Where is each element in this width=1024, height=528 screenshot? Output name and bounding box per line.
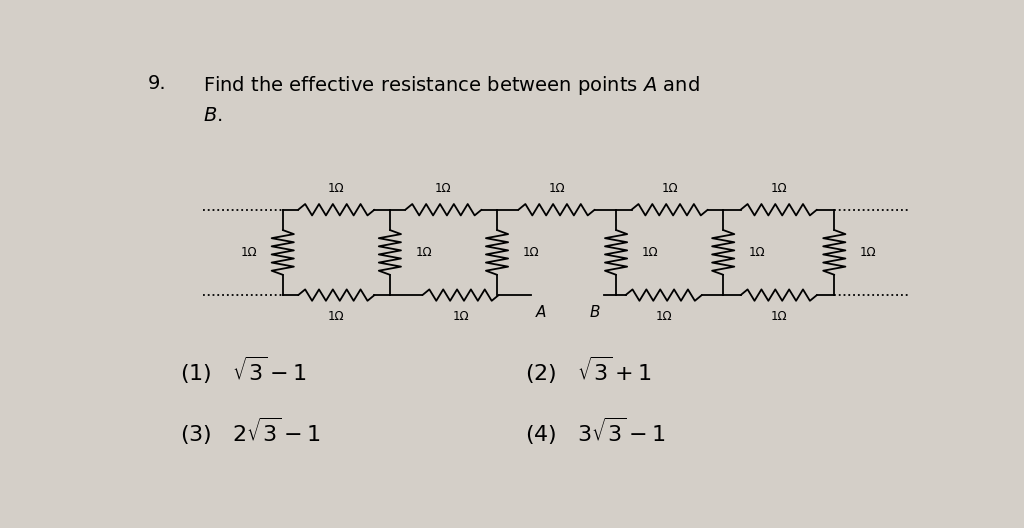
Text: (3)   $2\sqrt{3}-1$: (3) $2\sqrt{3}-1$ <box>179 416 321 447</box>
Text: 1Ω: 1Ω <box>641 246 658 259</box>
Text: 1Ω: 1Ω <box>548 182 565 195</box>
Text: (1)   $\sqrt{3}-1$: (1) $\sqrt{3}-1$ <box>179 355 306 386</box>
Text: 1Ω: 1Ω <box>435 182 452 195</box>
Text: A: A <box>536 305 546 320</box>
Text: B: B <box>590 305 600 320</box>
Text: 1Ω: 1Ω <box>522 246 539 259</box>
Text: 1Ω: 1Ω <box>749 246 765 259</box>
Text: (4)   $3\sqrt{3}-1$: (4) $3\sqrt{3}-1$ <box>524 416 666 447</box>
Text: 1Ω: 1Ω <box>770 310 787 323</box>
Text: 1Ω: 1Ω <box>770 182 787 195</box>
Text: 1Ω: 1Ω <box>241 246 257 259</box>
Text: 1Ω: 1Ω <box>655 310 672 323</box>
Text: 1Ω: 1Ω <box>328 310 345 323</box>
Text: 1Ω: 1Ω <box>453 310 469 323</box>
Text: 1Ω: 1Ω <box>416 246 432 259</box>
Text: 1Ω: 1Ω <box>328 182 345 195</box>
Text: 1Ω: 1Ω <box>662 182 678 195</box>
Text: 1Ω: 1Ω <box>860 246 877 259</box>
Text: $B$.: $B$. <box>204 106 223 125</box>
Text: Find the effective resistance between points $A$ and: Find the effective resistance between po… <box>204 73 700 97</box>
Text: 9.: 9. <box>147 73 167 92</box>
Text: (2)   $\sqrt{3}+1$: (2) $\sqrt{3}+1$ <box>524 355 651 386</box>
